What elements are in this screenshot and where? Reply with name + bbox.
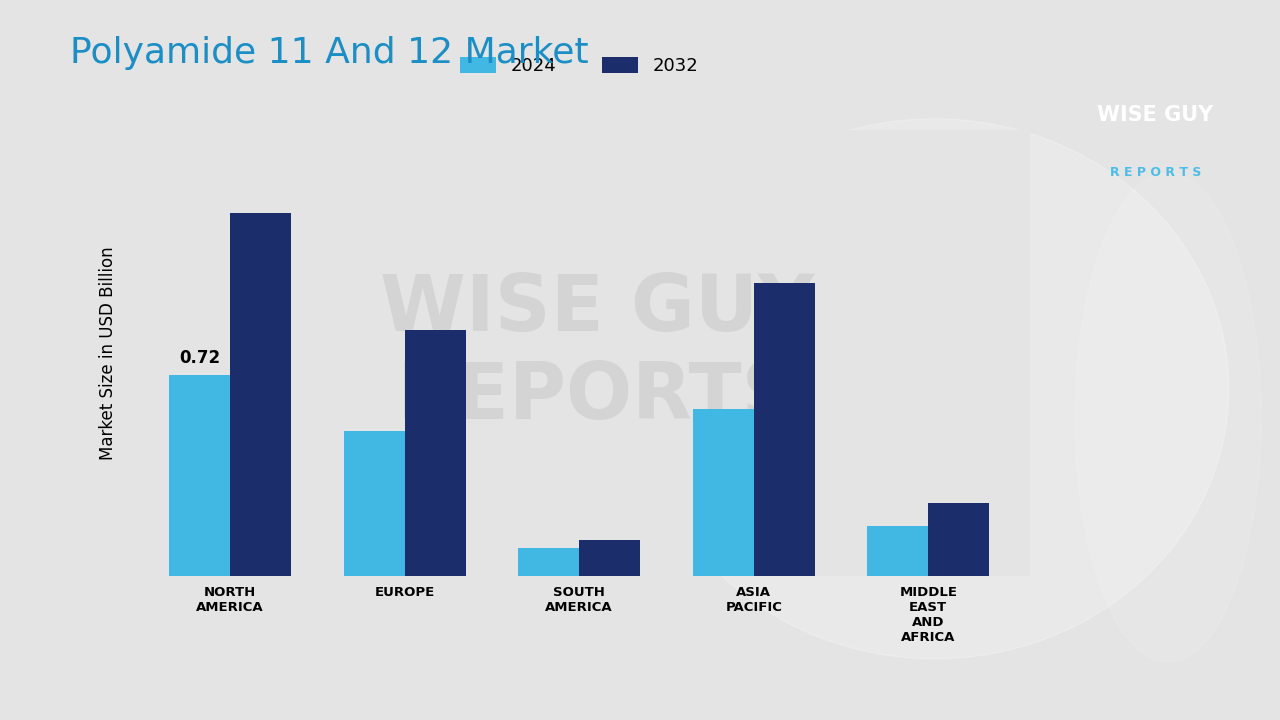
Bar — [169, 375, 230, 576]
Text: 0.72: 0.72 — [179, 348, 220, 366]
Text: R E P O R T S: R E P O R T S — [1110, 166, 1201, 179]
Bar — [692, 408, 754, 576]
Text: WISE GUY: WISE GUY — [1097, 105, 1213, 125]
Text: WISE GUY
REPORTS: WISE GUY REPORTS — [380, 271, 814, 435]
Bar — [868, 526, 928, 576]
Bar — [518, 548, 579, 576]
Bar — [754, 283, 815, 576]
Bar — [928, 503, 989, 576]
Bar — [404, 330, 466, 576]
Y-axis label: Market Size in USD Billion: Market Size in USD Billion — [99, 246, 116, 459]
Ellipse shape — [1075, 173, 1261, 662]
Text: Polyamide 11 And 12 Market: Polyamide 11 And 12 Market — [70, 36, 589, 70]
Bar — [230, 213, 292, 576]
Bar — [343, 431, 404, 576]
Legend: 2024, 2032: 2024, 2032 — [453, 50, 705, 82]
Bar — [579, 540, 640, 576]
